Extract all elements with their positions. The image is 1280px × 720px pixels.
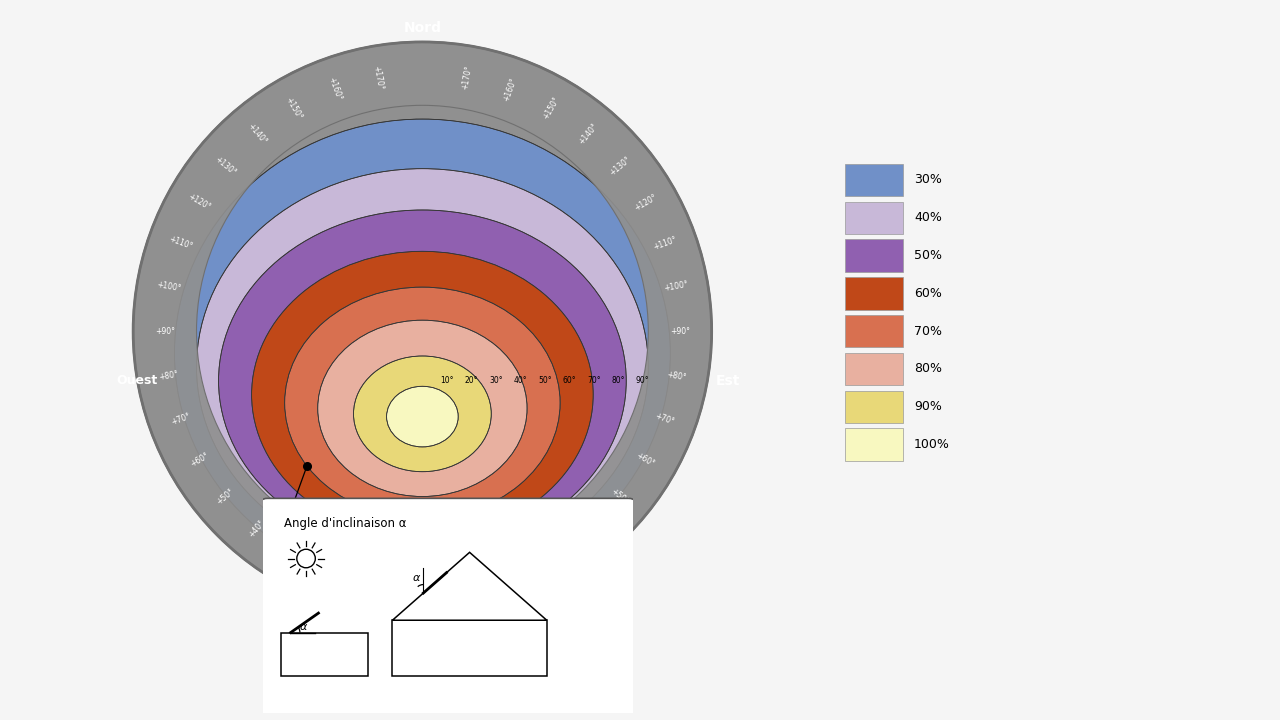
Polygon shape [393,552,547,620]
Text: +50°: +50° [215,487,236,507]
Text: +20°: +20° [503,562,518,584]
Text: 50°: 50° [538,377,552,385]
Text: Ouest: Ouest [116,374,157,387]
Text: +70°: +70° [169,412,191,427]
Text: 50%: 50% [914,249,942,262]
Ellipse shape [387,387,458,447]
Text: Inclinaison de 45°: Inclinaison de 45° [265,604,384,617]
Ellipse shape [317,320,527,497]
Circle shape [297,549,315,568]
Text: 40°: 40° [513,377,527,385]
Text: +80°: +80° [159,370,179,382]
Text: Angle d'inclinaison α: Angle d'inclinaison α [284,517,407,530]
Bar [845,163,904,196]
Ellipse shape [353,356,492,472]
Text: +110°: +110° [652,235,677,251]
Text: +100°: +100° [156,280,182,293]
Circle shape [133,42,712,621]
Text: 20°: 20° [465,377,479,385]
Text: 90%: 90% [914,400,942,413]
Text: +30°: +30° [543,544,561,565]
Text: +150°: +150° [284,95,303,121]
Ellipse shape [252,251,593,538]
Text: +170°: +170° [371,65,384,91]
Text: α: α [300,622,307,632]
Text: 60°: 60° [562,377,576,385]
Text: 80°: 80° [612,377,625,385]
Text: +140°: +140° [576,122,599,146]
Text: +170°: +170° [461,65,474,91]
Bar [845,315,904,347]
Ellipse shape [197,168,648,565]
Text: +100°: +100° [663,280,689,293]
Text: +120°: +120° [187,192,212,212]
Text: +150°: +150° [541,95,561,121]
Text: +80°: +80° [666,370,686,382]
Text: Nord: Nord [403,21,442,35]
Text: +140°: +140° [246,122,269,146]
Text: 10°: 10° [440,377,453,385]
FancyBboxPatch shape [259,498,637,717]
Text: +160°: +160° [502,76,518,102]
PathPatch shape [133,42,712,621]
Bar [845,239,904,271]
Text: 60%: 60% [914,287,942,300]
Bar [282,633,367,676]
Text: 90°: 90° [636,377,649,385]
Bar [845,277,904,310]
Text: Source solaire à 90%: Source solaire à 90% [265,637,404,650]
Text: +30°: +30° [284,544,302,565]
Text: +160°: +160° [326,76,343,102]
Text: +90°: +90° [669,327,690,336]
Text: α: α [412,573,420,583]
Text: +120°: +120° [632,192,658,212]
Ellipse shape [174,119,671,588]
Bar [845,353,904,385]
Text: 100%: 100% [914,438,950,451]
Text: +110°: +110° [168,235,193,251]
Ellipse shape [284,287,561,518]
Text: 70°: 70° [588,377,600,385]
Text: +70°: +70° [654,412,676,427]
Text: 30°: 30° [489,377,503,385]
Bar [845,428,904,461]
Text: +10°: +10° [461,575,474,595]
Text: +90°: +90° [155,327,175,336]
Text: +60°: +60° [188,451,210,469]
Bar [845,390,904,423]
Bar [393,620,547,676]
Text: 70%: 70% [914,325,942,338]
Text: Est: Est [716,374,740,388]
Bar [845,202,904,234]
Text: +130°: +130° [212,154,238,177]
Text: +60°: +60° [635,451,657,469]
Text: 55° Sud-Ouest: 55° Sud-Ouest [265,571,361,584]
Text: 80%: 80% [914,362,942,376]
Text: +130°: +130° [607,154,632,177]
Text: +40°: +40° [579,518,598,539]
Text: +20°: +20° [326,562,342,584]
Text: Sud: Sud [407,627,438,642]
Text: 30%: 30% [914,174,942,186]
Text: +50°: +50° [609,487,630,507]
Ellipse shape [219,210,626,552]
Text: 40%: 40% [914,211,942,225]
Text: +10°: +10° [371,575,384,595]
Text: +40°: +40° [247,518,266,539]
